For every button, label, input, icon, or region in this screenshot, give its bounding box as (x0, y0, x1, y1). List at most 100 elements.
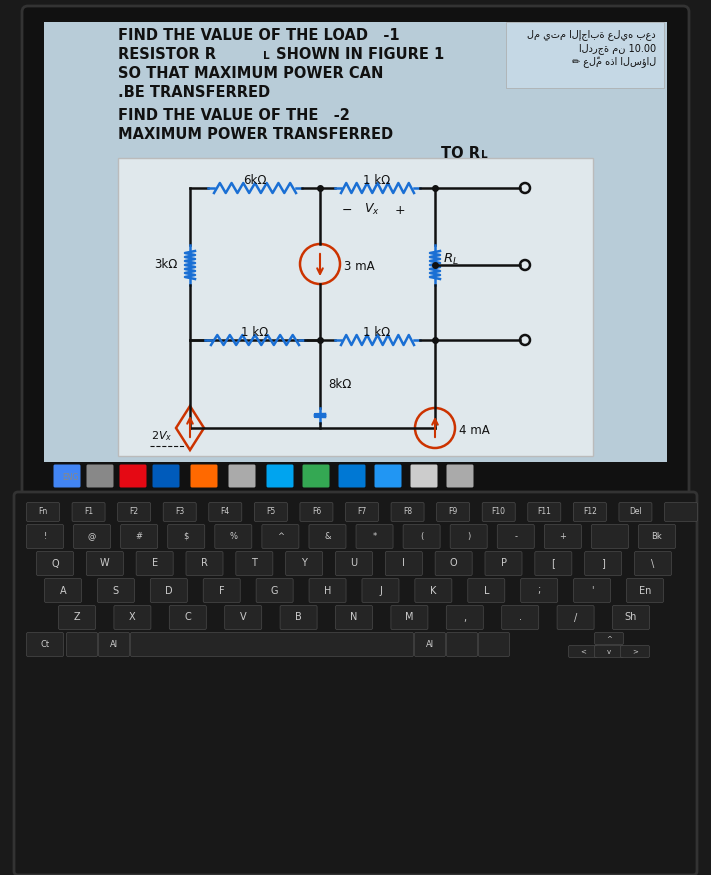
Text: .: . (519, 612, 522, 622)
FancyBboxPatch shape (309, 524, 346, 549)
Text: F7: F7 (358, 507, 367, 516)
FancyBboxPatch shape (447, 633, 478, 656)
Text: E: E (151, 558, 158, 569)
FancyBboxPatch shape (665, 502, 697, 522)
Text: 6kΩ: 6kΩ (243, 174, 267, 187)
FancyBboxPatch shape (482, 502, 515, 522)
FancyBboxPatch shape (447, 606, 483, 629)
Text: &: & (324, 532, 331, 541)
Text: F6: F6 (312, 507, 321, 516)
Text: O: O (450, 558, 457, 569)
FancyBboxPatch shape (612, 606, 650, 629)
Text: Al: Al (426, 640, 434, 649)
FancyBboxPatch shape (626, 578, 663, 603)
FancyBboxPatch shape (375, 465, 402, 487)
Text: W: W (100, 558, 109, 569)
FancyBboxPatch shape (302, 465, 329, 487)
FancyBboxPatch shape (58, 606, 95, 629)
Text: M: M (405, 612, 414, 622)
FancyBboxPatch shape (497, 524, 534, 549)
FancyBboxPatch shape (584, 551, 621, 576)
FancyBboxPatch shape (309, 578, 346, 603)
Text: B: B (295, 612, 302, 622)
FancyBboxPatch shape (168, 524, 205, 549)
FancyBboxPatch shape (36, 551, 73, 576)
Text: .BE TRANSFERRED: .BE TRANSFERRED (118, 85, 270, 100)
FancyBboxPatch shape (215, 524, 252, 549)
FancyBboxPatch shape (267, 465, 294, 487)
FancyBboxPatch shape (415, 578, 452, 603)
FancyBboxPatch shape (14, 492, 697, 875)
FancyBboxPatch shape (169, 606, 206, 629)
FancyBboxPatch shape (186, 551, 223, 576)
Text: ): ) (467, 532, 470, 541)
FancyBboxPatch shape (479, 633, 510, 656)
Text: 4 mA: 4 mA (459, 424, 490, 437)
FancyBboxPatch shape (114, 606, 151, 629)
Text: Ct: Ct (41, 640, 50, 649)
Text: L: L (481, 150, 488, 160)
FancyBboxPatch shape (437, 502, 470, 522)
Text: (: ( (420, 532, 423, 541)
Text: ;: ; (538, 585, 541, 596)
FancyBboxPatch shape (262, 524, 299, 549)
FancyBboxPatch shape (236, 551, 273, 576)
Text: A: A (60, 585, 66, 596)
FancyBboxPatch shape (152, 465, 179, 487)
Text: MAXIMUM POWER TRANSFERRED: MAXIMUM POWER TRANSFERRED (118, 127, 393, 142)
FancyBboxPatch shape (280, 606, 317, 629)
FancyBboxPatch shape (73, 524, 111, 549)
FancyBboxPatch shape (203, 578, 240, 603)
FancyBboxPatch shape (72, 502, 105, 522)
FancyBboxPatch shape (535, 551, 572, 576)
FancyBboxPatch shape (286, 551, 323, 576)
Text: ^: ^ (606, 635, 612, 641)
FancyBboxPatch shape (164, 502, 196, 522)
Text: 8kΩ: 8kΩ (328, 377, 351, 390)
Text: 3 mA: 3 mA (344, 260, 375, 273)
Text: \: \ (651, 558, 655, 569)
FancyBboxPatch shape (99, 633, 129, 656)
Text: H: H (324, 585, 331, 596)
FancyBboxPatch shape (119, 465, 146, 487)
Text: SHOWN IN FIGURE 1: SHOWN IN FIGURE 1 (271, 47, 444, 62)
Text: *: * (373, 532, 377, 541)
FancyBboxPatch shape (97, 578, 134, 603)
Text: 1 kΩ: 1 kΩ (363, 326, 390, 339)
Text: −: − (342, 204, 353, 217)
FancyBboxPatch shape (362, 578, 399, 603)
FancyBboxPatch shape (506, 22, 664, 88)
Text: >: > (632, 648, 638, 654)
FancyBboxPatch shape (485, 551, 522, 576)
Text: [: [ (552, 558, 555, 569)
FancyBboxPatch shape (26, 524, 63, 549)
Text: D: D (165, 585, 173, 596)
Text: Sh: Sh (625, 612, 637, 622)
Text: /: / (574, 612, 577, 622)
Text: L: L (483, 585, 489, 596)
Text: L: L (263, 51, 269, 61)
Text: ,: , (464, 612, 466, 622)
Text: Al: Al (110, 640, 118, 649)
FancyBboxPatch shape (435, 551, 472, 576)
FancyBboxPatch shape (26, 633, 63, 656)
Text: En: En (638, 585, 651, 596)
Text: 1 kΩ: 1 kΩ (241, 326, 269, 339)
Text: @: @ (88, 532, 96, 541)
Text: S: S (113, 585, 119, 596)
FancyBboxPatch shape (255, 502, 287, 522)
Text: #: # (136, 532, 143, 541)
FancyBboxPatch shape (225, 606, 262, 629)
Text: V: V (240, 612, 247, 622)
FancyBboxPatch shape (594, 633, 624, 645)
Text: U: U (351, 558, 358, 569)
Text: $V_x$: $V_x$ (364, 202, 380, 217)
FancyBboxPatch shape (346, 502, 378, 522)
FancyBboxPatch shape (592, 524, 629, 549)
Text: F4: F4 (220, 507, 230, 516)
FancyBboxPatch shape (619, 502, 652, 522)
FancyBboxPatch shape (191, 465, 218, 487)
FancyBboxPatch shape (356, 524, 393, 549)
Text: I: I (402, 558, 405, 569)
Text: Bk: Bk (651, 532, 663, 541)
